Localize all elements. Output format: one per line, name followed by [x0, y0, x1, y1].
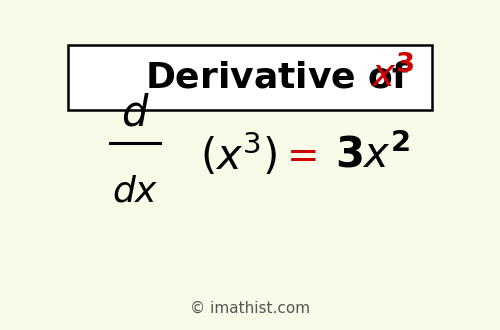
Text: $=$: $=$ [279, 136, 317, 174]
Text: $\mathbf{3}\mathit{x}^{\mathbf{2}}$: $\mathbf{3}\mathit{x}^{\mathbf{2}}$ [335, 134, 410, 176]
Text: $\mathit{x}^{\mathbf{3}}$: $\mathit{x}^{\mathbf{3}}$ [370, 56, 414, 95]
Bar [68, 45, 432, 110]
Text: © imathist.com: © imathist.com [190, 301, 310, 315]
Text: $\mathit{dx}$: $\mathit{dx}$ [112, 175, 158, 209]
Text: $\mathbf{Derivative\ of}$: $\mathbf{Derivative\ of}$ [145, 60, 410, 94]
Text: $\mathit{d}$: $\mathit{d}$ [120, 93, 150, 135]
Text: $(\mathit{x}^{\mathit{3}})$: $(\mathit{x}^{\mathit{3}})$ [200, 131, 277, 179]
